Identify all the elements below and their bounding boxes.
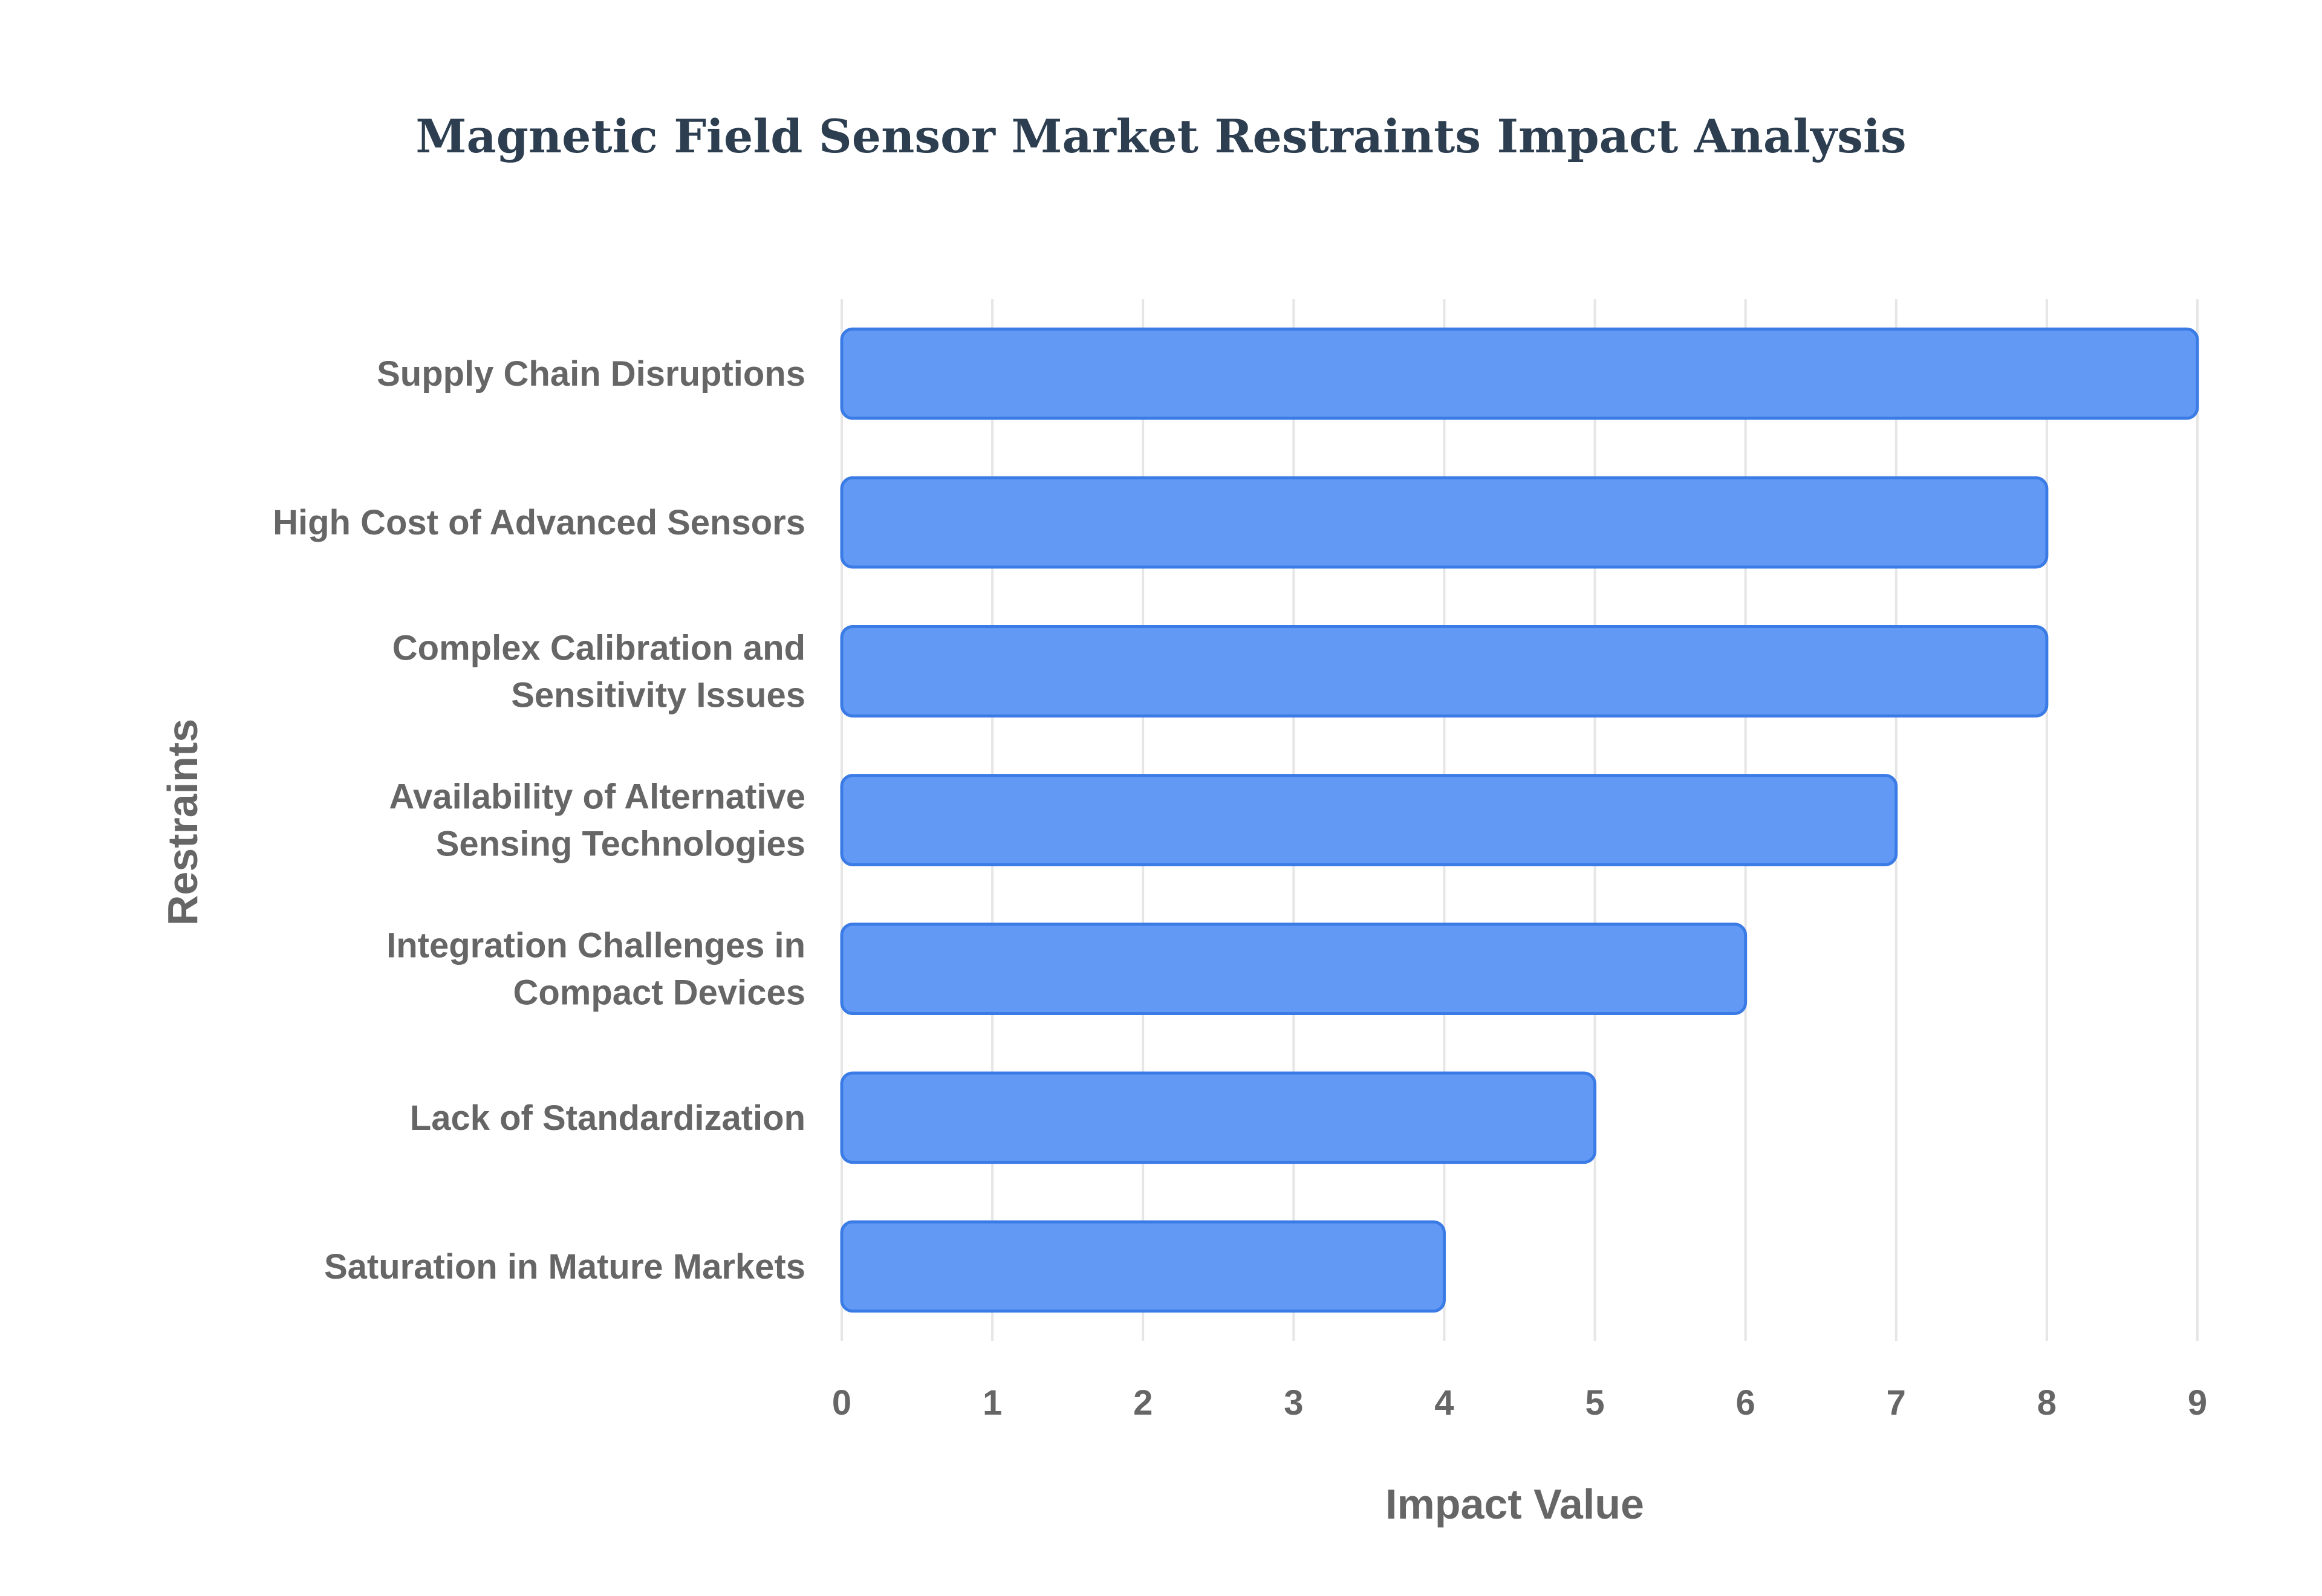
x-tick-label-1: 1: [983, 1383, 1002, 1422]
category-label-5: Integration Challenges in Compact Devices: [386, 926, 805, 1013]
x-tick-label-7: 7: [1887, 1383, 1906, 1422]
bar-4: [840, 774, 1898, 866]
category-labels: Supply Chain Disruptions High Cost of Adv…: [273, 354, 805, 1286]
bars-layer: [840, 327, 2199, 1313]
x-axis-title: Impact Value: [1385, 1481, 1644, 1528]
x-tick-labels: 0 1 2 3 4 5 6 7 8 9: [832, 1383, 2207, 1422]
category-label-3: Complex Calibration and Sensitivity Issue…: [392, 628, 805, 715]
x-tick-label-0: 0: [832, 1383, 851, 1422]
x-tick-label-4: 4: [1434, 1383, 1454, 1422]
bar-5: [840, 923, 1748, 1015]
y-axis-title: Restraints: [159, 719, 206, 926]
x-tick-label-5: 5: [1585, 1383, 1604, 1422]
category-label-6: Lack of Standardization: [410, 1098, 805, 1138]
x-tick-label-3: 3: [1284, 1383, 1303, 1422]
bar-1: [840, 327, 2199, 420]
bar-6: [840, 1071, 1597, 1164]
bar-3: [840, 625, 2049, 718]
chart-title: Magnetic Field Sensor Market Restraints …: [415, 109, 1906, 163]
bar-2: [840, 476, 2049, 569]
x-tick-label-8: 8: [2037, 1383, 2057, 1422]
category-label-7: Saturation in Mature Markets: [324, 1247, 805, 1286]
x-tick-label-6: 6: [1736, 1383, 1755, 1422]
category-label-2: High Cost of Advanced Sensors: [273, 503, 805, 542]
x-tick-label-2: 2: [1133, 1383, 1153, 1422]
category-label-1: Supply Chain Disruptions: [377, 354, 805, 394]
category-label-4: Availability of Alternative Sensing Techn…: [389, 777, 805, 864]
bar-7: [840, 1220, 1446, 1313]
x-tick-label-9: 9: [2188, 1383, 2207, 1422]
